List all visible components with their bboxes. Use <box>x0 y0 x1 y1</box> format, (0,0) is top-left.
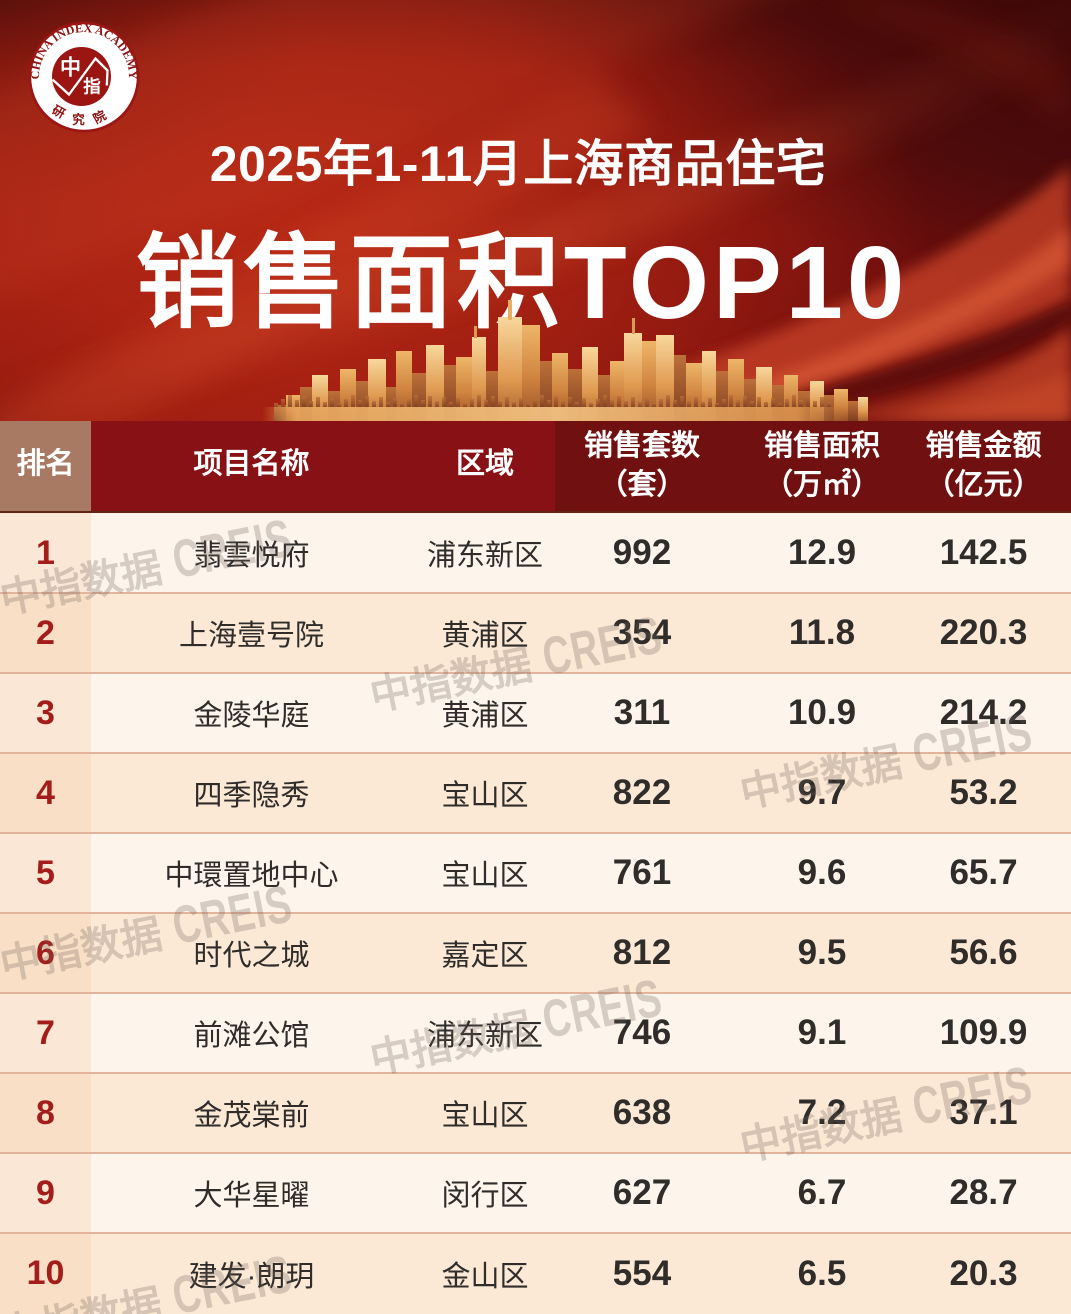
svg-text:中: 中 <box>60 57 81 80</box>
svg-text:指: 指 <box>83 77 101 97</box>
